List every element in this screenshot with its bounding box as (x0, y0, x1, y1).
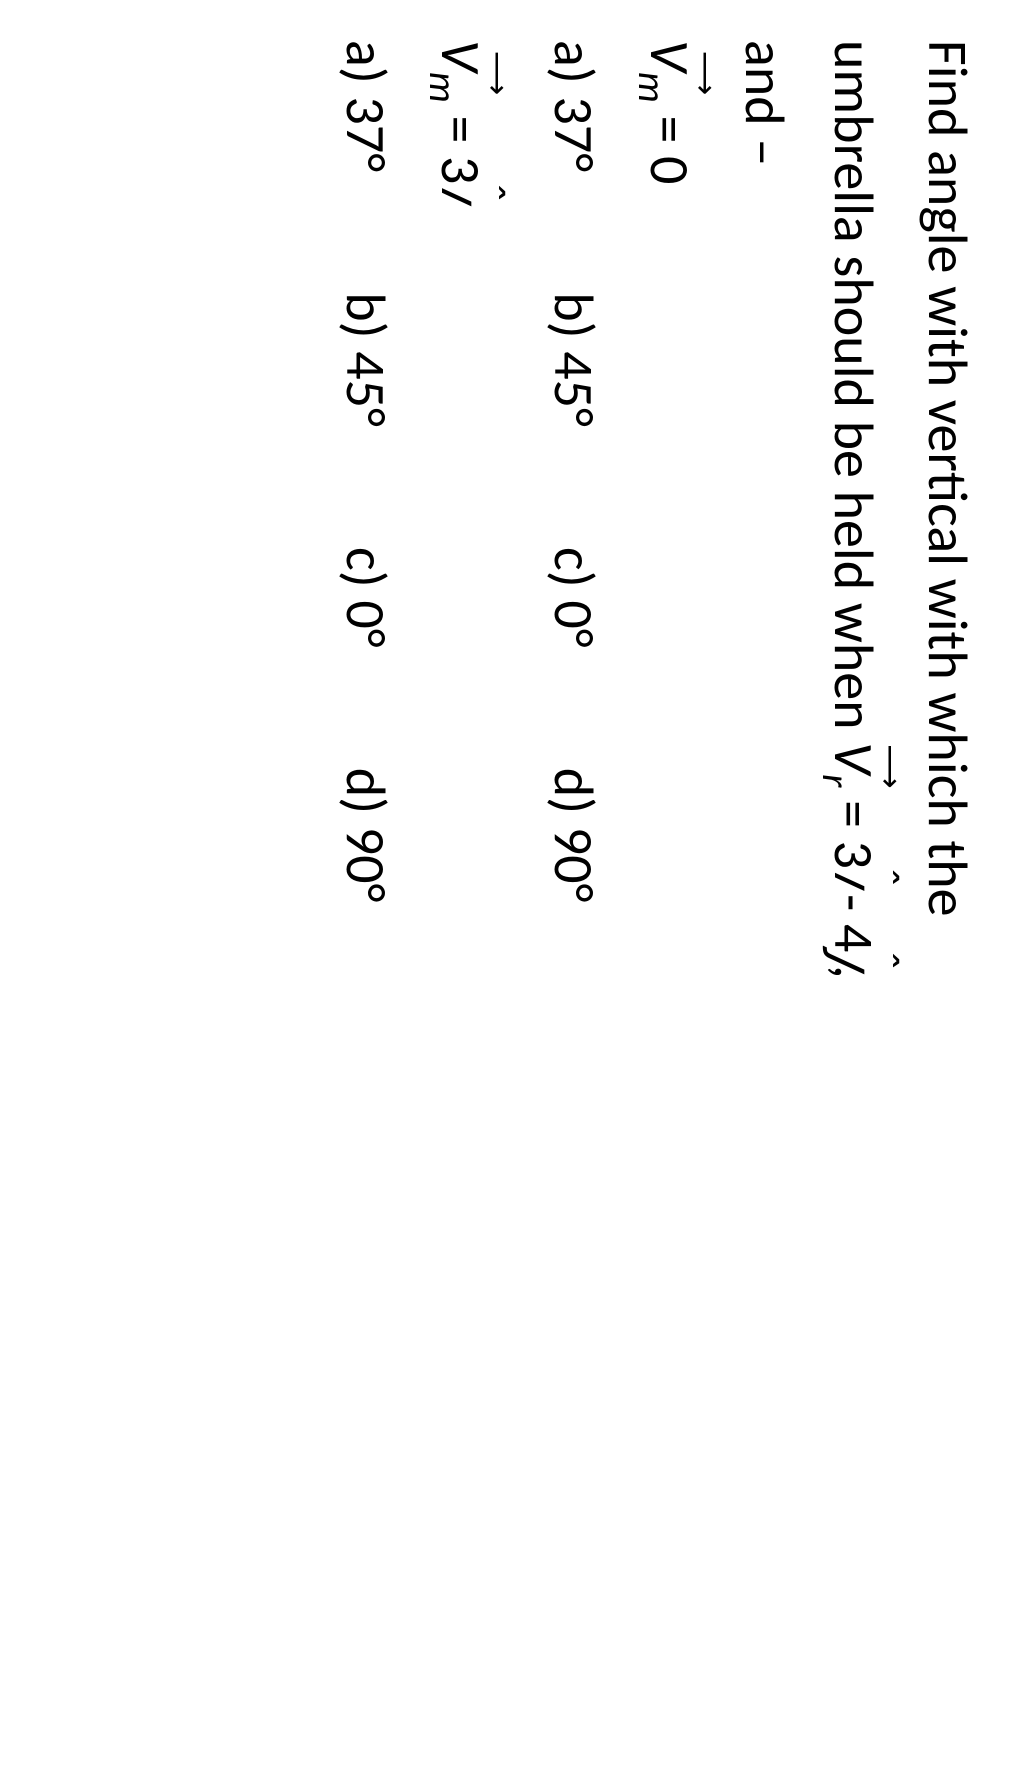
i-hat-icon: 𝚤 (421, 184, 497, 196)
option-2a[interactable]: a) 37° (326, 40, 402, 172)
option-2b[interactable]: b) 45° (326, 292, 402, 427)
option-1a[interactable]: a) 37° (535, 40, 611, 172)
vm-equals-zero: ⟶Vm = 0 (624, 40, 715, 984)
options-row-1: a) 37° b) 45° c) 0° d) 90° (535, 40, 611, 984)
and-dash: and – (726, 40, 802, 984)
minus-4: - 4 (819, 881, 887, 952)
i-hat-icon: 𝚤 (815, 869, 891, 881)
case-group-2: ⟶Vm = 3𝚤 a) 37° b) 45° c) 0° d) 90° (326, 40, 507, 984)
option-1b[interactable]: b) 45° (535, 292, 611, 427)
arrow-icon: ⟶ (689, 40, 720, 103)
vector-subscript: r (812, 774, 860, 787)
j-hat-icon: 𝚥 (815, 952, 891, 964)
vm-equals-3i: ⟶Vm = 3𝚤 (416, 40, 507, 984)
vector-subscript: m (627, 72, 675, 103)
vector-vm: ⟶Vm (624, 40, 715, 103)
question-stem-line-2: umbrella should be held when ⟶Vr = 3𝚤 - … (809, 40, 900, 984)
vm-rhs: = 3 (426, 103, 494, 185)
option-1c[interactable]: c) 0° (535, 547, 611, 648)
options-row-2: a) 37° b) 45° c) 0° d) 90° (326, 40, 402, 984)
question-stem-line-1: Find angle with vertical with which the (908, 40, 984, 984)
arrow-icon: ⟶ (480, 40, 511, 103)
question-page: Find angle with vertical with which the … (0, 0, 1024, 1024)
vector-vm: ⟶Vm (416, 40, 507, 103)
option-1d[interactable]: d) 90° (535, 768, 611, 903)
option-2d[interactable]: d) 90° (326, 768, 402, 903)
equals-3: = 3 (819, 787, 887, 869)
vm-rhs: = 0 (635, 103, 703, 185)
option-2c[interactable]: c) 0° (326, 547, 402, 648)
vector-vr: ⟶Vr (809, 742, 900, 787)
vector-subscript: m (419, 72, 467, 103)
stem-prefix: umbrella should be held when (819, 40, 887, 742)
case-group-1: ⟶Vm = 0 a) 37° b) 45° c) 0° d) 90° (535, 40, 716, 984)
arrow-icon: ⟶ (873, 742, 904, 787)
